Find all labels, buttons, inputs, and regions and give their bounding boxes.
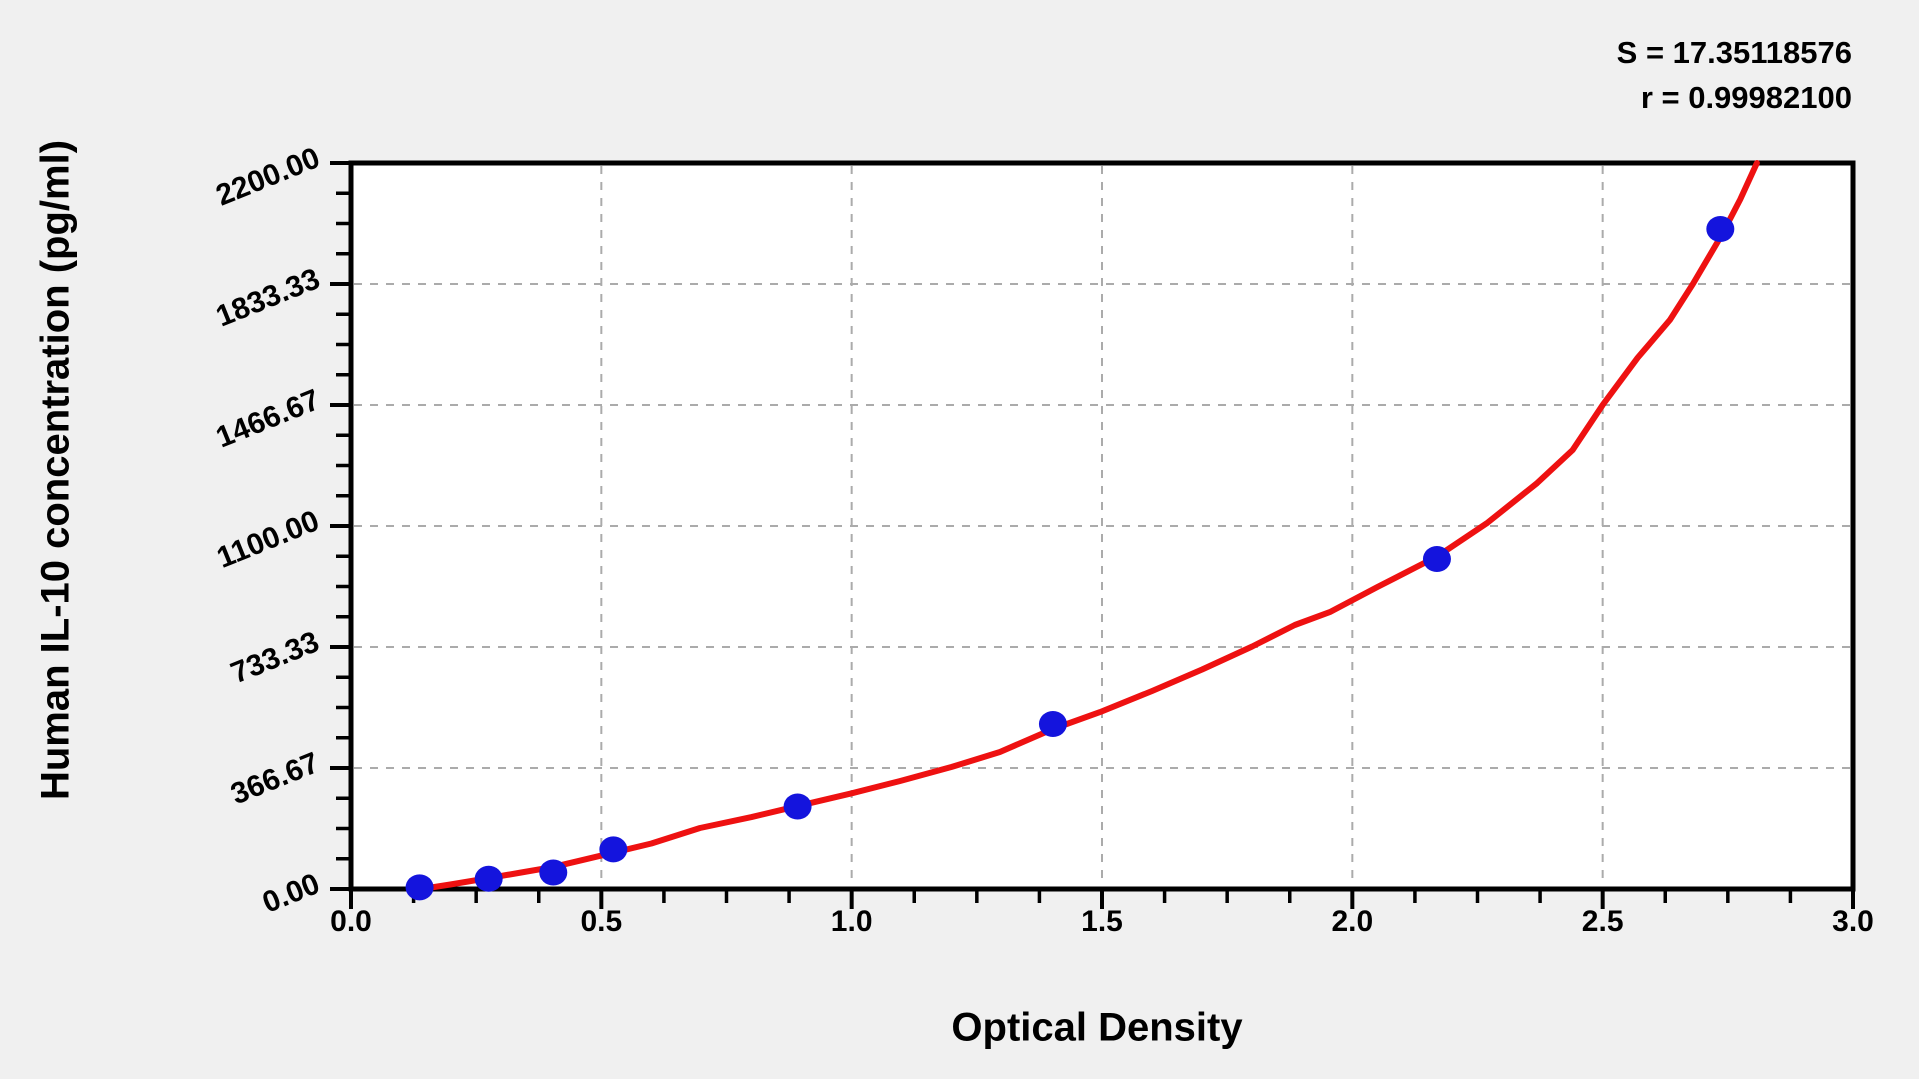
x-tick-label: 3.0 xyxy=(1832,905,1874,938)
x-tick-label: 2.5 xyxy=(1581,905,1624,938)
data-point xyxy=(539,859,568,886)
x-tick-label: 1.5 xyxy=(1081,905,1123,938)
y-axis-title: Human IL-10 concentration (pg/ml) xyxy=(33,139,78,801)
fit-r-value: r = 0.99982100 xyxy=(1640,80,1852,115)
fit-statistics: S = 17.35118576 r = 0.99982100 xyxy=(1617,30,1852,120)
data-point xyxy=(1706,216,1735,242)
data-point xyxy=(1422,546,1451,572)
x-tick-label: 0.0 xyxy=(330,905,372,938)
regression-curve xyxy=(418,160,1760,892)
data-point xyxy=(783,793,812,820)
data-point xyxy=(474,865,503,892)
axis-frame xyxy=(348,160,1856,892)
x-tick-label: 1.0 xyxy=(830,905,873,938)
x-axis-title: Optical Density xyxy=(951,1005,1243,1050)
data-point xyxy=(599,836,628,863)
x-tick-label: 2.0 xyxy=(1331,905,1374,938)
data-point xyxy=(1038,711,1067,737)
data-point xyxy=(405,874,434,901)
fit-s-value: S = 17.35118576 xyxy=(1616,35,1852,70)
x-tick-label: 0.5 xyxy=(580,905,623,938)
